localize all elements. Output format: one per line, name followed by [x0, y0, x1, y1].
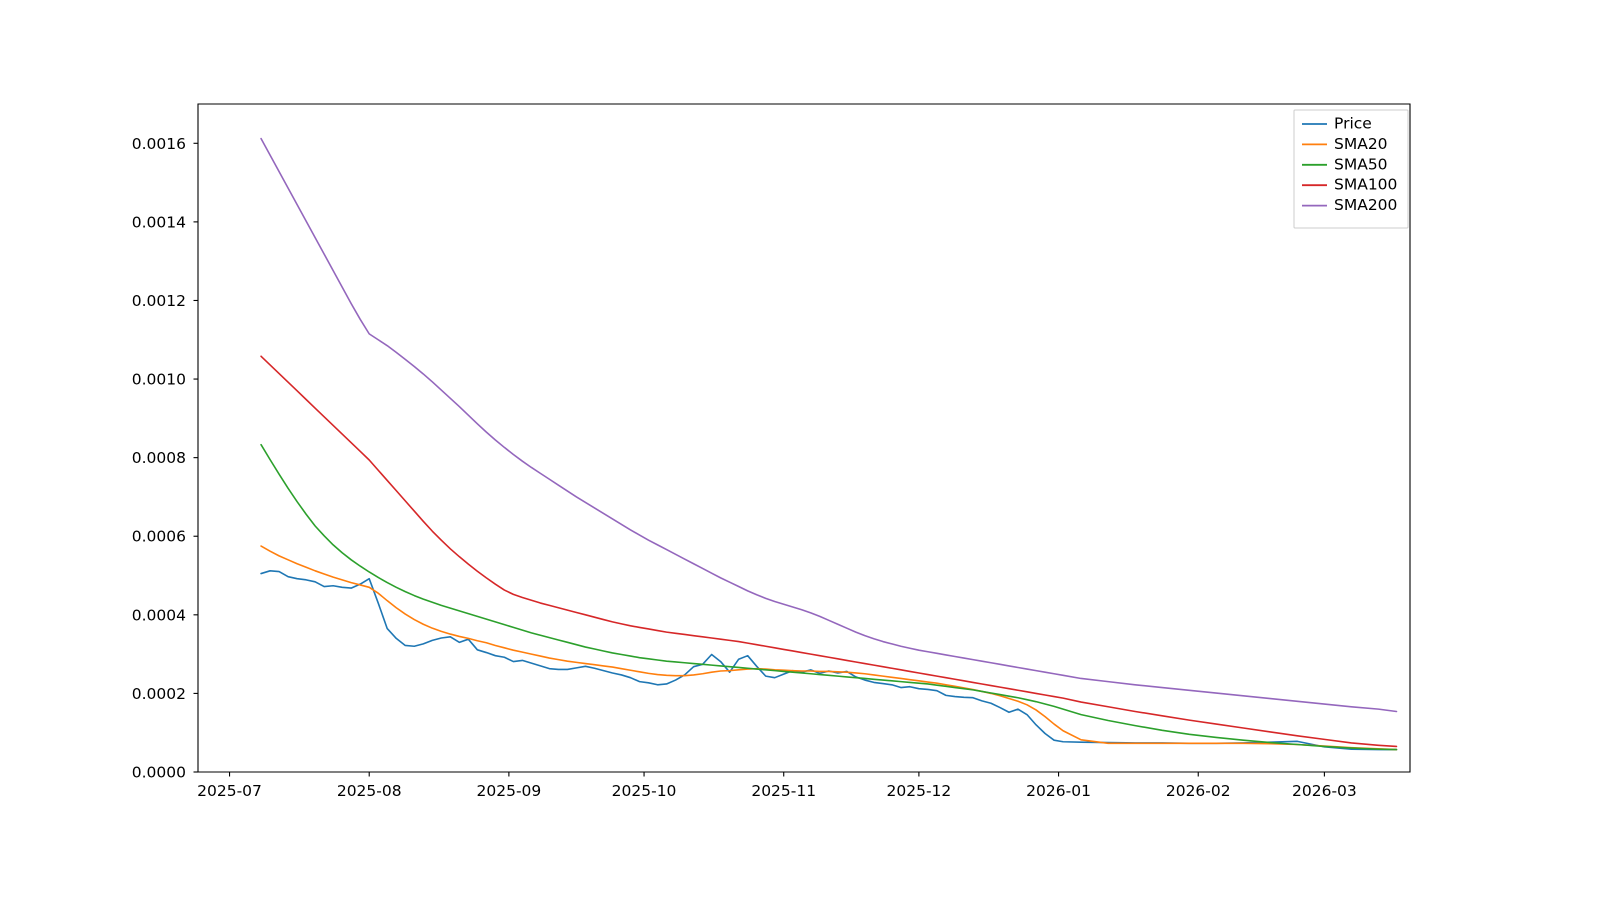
y-tick-label: 0.0006 [132, 528, 186, 546]
x-tick-label: 2026-03 [1292, 782, 1357, 800]
series-line-sma20 [260, 545, 1398, 751]
x-tick-label: 2025-09 [477, 782, 542, 800]
x-tick-label: 2026-01 [1026, 782, 1091, 800]
y-tick-label: 0.0002 [132, 685, 186, 703]
series-line-sma100 [260, 355, 1398, 748]
chart-legend: Price SMA20 SMA50 SMA100 SMA200 [1293, 109, 1409, 229]
legend-label-sma20: SMA20 [1334, 135, 1388, 153]
x-tick-label: 2025-07 [197, 782, 262, 800]
x-axis-ticks: 2025-07 2025-08 2025-09 2025-10 2025-11 2025-… [197, 772, 1357, 800]
legend-label-sma200: SMA200 [1334, 196, 1397, 214]
x-tick-label: 2025-10 [612, 782, 677, 800]
x-tick-label: 2025-08 [337, 782, 402, 800]
y-tick-label: 0.0008 [132, 449, 186, 467]
y-axis-ticks: 0.0000 0.0002 0.0004 0.0006 0.0008 0.0010 0.00… [132, 135, 198, 782]
data-series-group [260, 137, 1398, 751]
legend-label-price: Price [1334, 115, 1372, 133]
y-tick-label: 0.0000 [132, 764, 186, 782]
series-line-price [260, 570, 1398, 751]
x-tick-label: 2025-11 [751, 782, 816, 800]
y-tick-label: 0.0004 [132, 606, 186, 624]
y-tick-label: 0.0012 [132, 292, 186, 310]
series-line-sma200 [260, 137, 1398, 713]
legend-frame [1293, 109, 1409, 229]
series-line-sma50 [260, 443, 1398, 751]
legend-label-sma50: SMA50 [1334, 155, 1388, 173]
y-tick-label: 0.0016 [132, 135, 186, 153]
x-tick-label: 2025-12 [887, 782, 952, 800]
y-tick-label: 0.0010 [132, 371, 186, 389]
axes-spines [197, 103, 1411, 773]
x-tick-label: 2026-02 [1166, 782, 1231, 800]
y-tick-label: 0.0014 [132, 213, 186, 231]
legend-label-sma100: SMA100 [1334, 176, 1397, 194]
plot-border [197, 103, 1411, 773]
